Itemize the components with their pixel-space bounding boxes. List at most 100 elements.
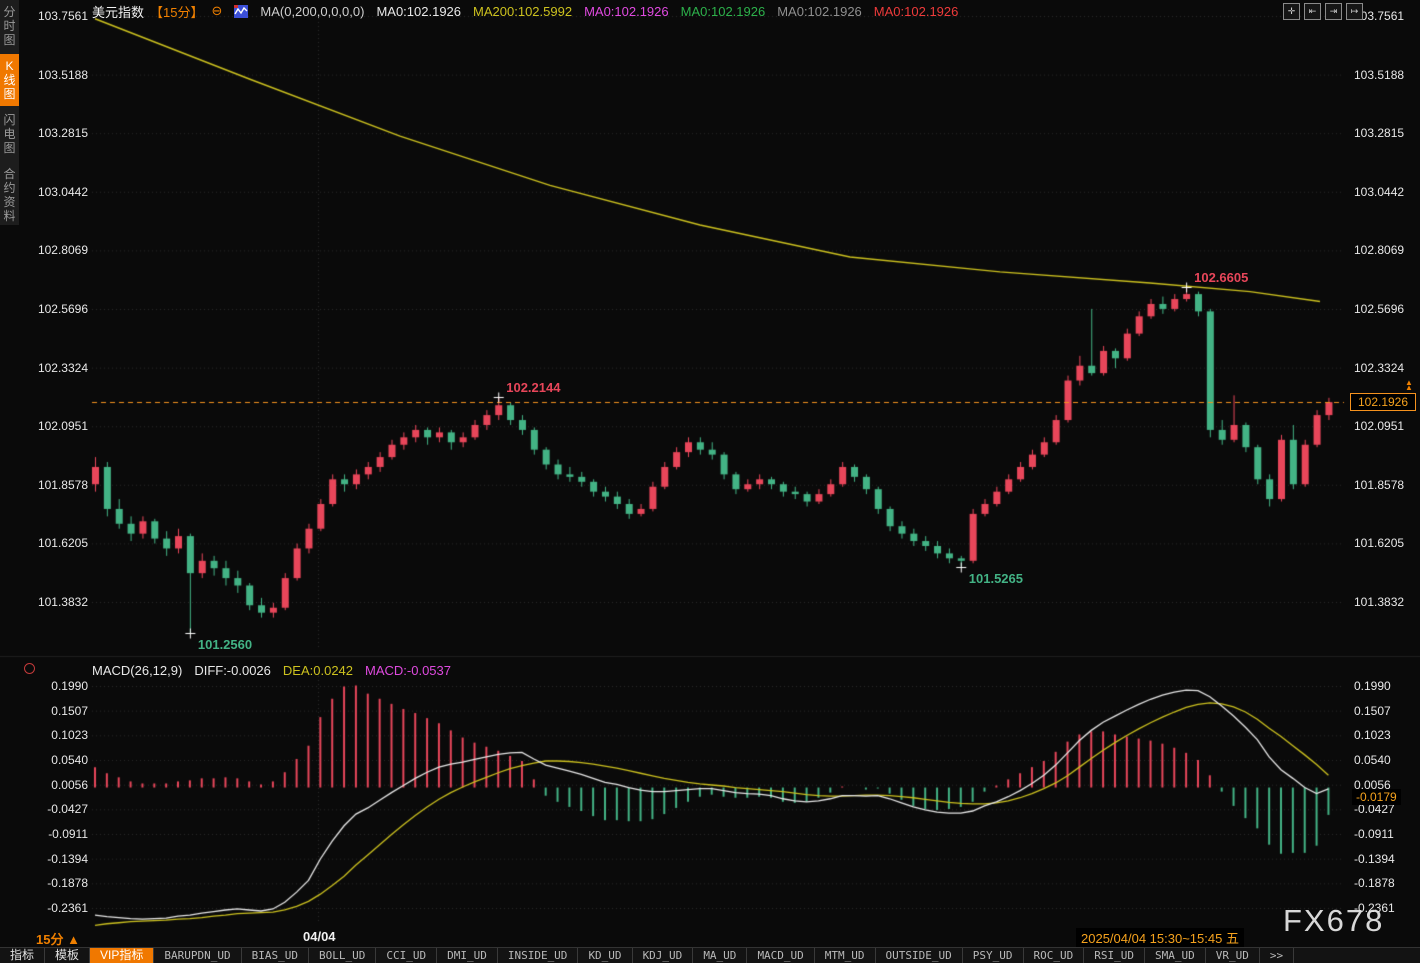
tab-inside_ud[interactable]: INSIDE_UD: [498, 948, 579, 963]
macd-axis-left-7: -0.1394: [47, 851, 88, 866]
macd-macd-value: MACD:-0.0537: [365, 663, 451, 678]
tab-boll_ud[interactable]: BOLL_UD: [309, 948, 377, 963]
indicator-tab-bar: 指标 模板 VIP指标 BARUPDN_UD BIAS_UD BOLL_UD CCI_UD D…: [0, 947, 1420, 963]
sidebar-item-2[interactable]: 闪电图: [3, 113, 16, 155]
tab-psy_ud[interactable]: PSY_UD: [963, 948, 1024, 963]
macd-axis-right-3: 0.0540: [1354, 752, 1391, 767]
scale-right-icon[interactable]: ⇥: [1325, 3, 1342, 20]
tab-[interactable]: 模板: [45, 948, 91, 963]
macd-axis-left-8: -0.1878: [47, 876, 88, 891]
macd-axis-right-8: -0.1878: [1354, 876, 1395, 891]
macd-axis-left-2: 0.1023: [51, 728, 88, 743]
price-axis-right-9: 101.6205: [1354, 536, 1405, 551]
macd-legend: MACD(26,12,9) DIFF:-0.0026 DEA:0.0242 MA…: [92, 663, 451, 678]
price-panel-legend: 美元指数 【15分】 ⊖ MA(0,200,0,0,0,0) MA0:102.1…: [92, 2, 958, 20]
price-axis-right-3: 103.0442: [1354, 184, 1405, 199]
macd-axis-right-4: 0.0056: [1354, 777, 1391, 792]
sidebar-item-3[interactable]: 合约资料: [3, 167, 16, 223]
tab-vr_ud[interactable]: VR_UD: [1206, 948, 1260, 963]
price-axis-left-1: 103.5188: [37, 67, 88, 82]
macd-axis-right-5: -0.0427: [1354, 802, 1395, 817]
ma-legend-item-3: MA0:102.1926: [680, 3, 766, 19]
macd-axis-right-7: -0.1394: [1354, 851, 1395, 866]
macd-axis-right-2: 0.1023: [1354, 728, 1391, 743]
tab-ma_ud[interactable]: MA_UD: [693, 948, 748, 963]
period-label[interactable]: 【15分】: [150, 4, 204, 20]
ma-indicator-label: MA(0,200,0,0,0,0): [260, 3, 365, 19]
current-macd-chip: -0.0179: [1352, 788, 1401, 805]
tab-[interactable]: 指标: [0, 948, 46, 963]
tab->>[interactable]: >>: [1260, 948, 1295, 963]
ma-legend-item-0: MA0:102.1926: [376, 3, 462, 19]
price-axis-left-0: 103.7561: [37, 9, 88, 23]
tab-outside_ud[interactable]: OUTSIDE_UD: [876, 948, 963, 963]
tab-sma_ud[interactable]: SMA_UD: [1145, 948, 1206, 963]
price-axis-left-6: 102.3324: [37, 360, 88, 375]
price-axis-right-5: 102.5696: [1354, 302, 1405, 316]
bar-time-range: 2025/04/04 15:30~15:45 五: [1076, 928, 1244, 947]
price-annotation-low-0: 101.2560: [197, 637, 253, 653]
price-annotation-high-3: 102.6605: [1194, 269, 1249, 285]
macd-axis-right-6: -0.0911: [1354, 827, 1394, 842]
price-axis-right-1: 103.5188: [1354, 67, 1405, 82]
timeframe-selector[interactable]: 15分 ▲: [36, 932, 80, 947]
macd-axis-left-1: 0.1507: [51, 703, 88, 718]
price-axis-left-9: 101.6205: [37, 536, 88, 551]
tab-kdj_ud[interactable]: KDJ_UD: [633, 948, 694, 963]
ma-legend-item-2: MA0:102.1926: [584, 3, 669, 19]
timeline-row: 15分 ▲ 04/04 2025/04/04 15:30~15:45 五: [0, 926, 1420, 947]
macd-axis-right-0: 0.1990: [1354, 679, 1391, 693]
sidebar-item-0[interactable]: 分时图: [3, 5, 16, 47]
price-annotation-high-1: 102.2144: [506, 379, 561, 395]
macd-axis-left-4: 0.0056: [51, 777, 88, 792]
price-axis-right-6: 102.3324: [1354, 360, 1405, 375]
scale-left-icon[interactable]: ⇤: [1304, 3, 1321, 20]
chart-type-icon[interactable]: [234, 4, 249, 18]
ma-legend-items: MA0:102.1926 MA200:102.5992 MA0:102.1926 MA…: [376, 4, 958, 19]
tab-cci_ud[interactable]: CCI_UD: [376, 948, 438, 963]
sidebar-item-1[interactable]: K线图: [0, 54, 19, 106]
price-axis-right-4: 102.8069: [1354, 243, 1405, 258]
chart-toolbar: ✛ ⇤ ⇥ ↦: [1283, 3, 1363, 20]
macd-axis-left-9: -0.2361: [47, 901, 88, 915]
price-up-arrow-icon: ▲ ▲: [1405, 378, 1413, 393]
pan-right-icon[interactable]: ↦: [1346, 3, 1363, 20]
macd-diff-value: DIFF:-0.0026: [194, 663, 271, 678]
price-axis-right-8: 101.8578: [1354, 477, 1405, 492]
chart-mode-sidebar: 分时图 K线图闪电图合约资料: [0, 0, 19, 225]
ma-legend-item-1: MA200:102.5992: [473, 3, 573, 19]
price-axis-left-4: 102.8069: [37, 243, 88, 258]
current-price-chip: 102.1926: [1350, 393, 1416, 412]
ma-legend-item-5: MA0:102.1926: [873, 3, 959, 19]
macd-axis-left-5: -0.0427: [47, 802, 88, 817]
collapse-icon[interactable]: ⊖: [211, 3, 223, 18]
tab-vip[interactable]: VIP指标: [90, 948, 155, 963]
symbol-title: 美元指数: [92, 4, 145, 20]
macd-title: MACD(26,12,9): [92, 663, 183, 678]
price-axis-left-2: 103.2815: [37, 126, 88, 141]
tab-barupdn_ud[interactable]: BARUPDN_UD: [154, 948, 242, 963]
macd-axis-left-0: 0.1990: [51, 679, 88, 693]
triangle-up-icon: ▲: [67, 932, 80, 947]
tab-dmi_ud[interactable]: DMI_UD: [437, 948, 498, 963]
crosshair-icon[interactable]: ✛: [1283, 3, 1300, 20]
ma-legend-item-4: MA0:102.1926: [777, 3, 862, 19]
macd-dea-value: DEA:0.0242: [282, 663, 354, 678]
tab-bias_ud[interactable]: BIAS_UD: [242, 948, 309, 963]
price-annotation-low-2: 101.5265: [968, 570, 1023, 586]
price-axis-left-5: 102.5696: [37, 302, 88, 316]
tab-roc_ud[interactable]: ROC_UD: [1024, 948, 1085, 963]
price-axis-right-2: 103.2815: [1354, 126, 1405, 141]
tab-macd_ud[interactable]: MACD_UD: [747, 948, 815, 963]
tab-rsi_ud[interactable]: RSI_UD: [1084, 948, 1146, 963]
price-axis-left-7: 102.0951: [37, 419, 88, 434]
price-axis-left-10: 101.3832: [37, 595, 88, 609]
indicator-settings-icon[interactable]: [24, 663, 35, 674]
tab-kd_ud[interactable]: KD_UD: [578, 948, 633, 963]
tab-mtm_ud[interactable]: MTM_UD: [815, 948, 876, 963]
price-axis-right-7: 102.0951: [1354, 419, 1405, 434]
macd-axis-left-3: 0.0540: [51, 752, 88, 767]
price-axis-right-0: 103.7561: [1354, 9, 1405, 23]
